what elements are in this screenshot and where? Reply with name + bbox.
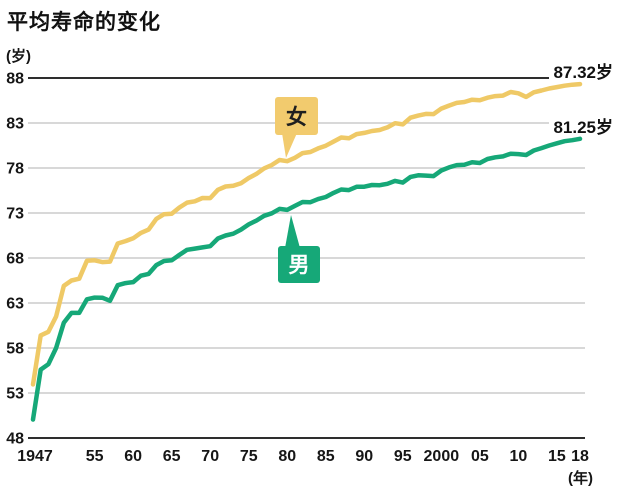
y-tick-label: 53: [6, 386, 24, 403]
male-series-bubble: [278, 246, 320, 283]
y-axis-unit-label: (岁): [6, 47, 31, 65]
x-tick-label: 85: [317, 448, 335, 465]
y-tick-label: 68: [6, 251, 24, 268]
y-tick-label: 73: [6, 206, 24, 223]
x-tick-label: 80: [278, 448, 296, 465]
x-tick-label: 55: [86, 448, 104, 465]
y-tick-label: 63: [6, 296, 24, 313]
x-tick-label: 65: [163, 448, 181, 465]
x-tick-label: 70: [201, 448, 219, 465]
x-tick-label: 1947: [17, 448, 53, 465]
female-line: [30, 81, 583, 387]
x-tick-label: 90: [355, 448, 373, 465]
male-end-value-bg: [549, 117, 615, 136]
x-tick-label: 10: [509, 448, 527, 465]
female-series-label: 女: [286, 105, 307, 129]
female-series-bubble: [275, 97, 318, 135]
y-tick-label: 48: [6, 431, 24, 448]
x-tick-label: 95: [394, 448, 412, 465]
female-series-bubble-tail: [282, 133, 297, 158]
x-tick-label: 15: [548, 448, 566, 465]
female-end-value: 87.32岁: [553, 62, 613, 82]
x-tick-label: 18: [571, 448, 589, 465]
male-series-label: 男: [289, 254, 310, 277]
female-end-value-bg: [549, 63, 615, 82]
x-tick-label: 05: [471, 448, 489, 465]
male-end-value: 81.25岁: [553, 117, 613, 137]
y-tick-label: 83: [6, 116, 24, 133]
y-tick-label: 58: [6, 341, 24, 358]
y-tick-label: 78: [6, 161, 24, 178]
x-tick-label: 60: [124, 448, 142, 465]
male-series-bubble-tail: [285, 215, 300, 248]
y-tick-label: 88: [6, 71, 24, 88]
male-line: [30, 136, 583, 422]
x-tick-label: 75: [240, 448, 258, 465]
x-tick-label: 2000: [424, 448, 460, 465]
chart-title: 平均寿命的变化: [7, 11, 161, 34]
x-axis-unit-label: (年): [568, 469, 593, 487]
